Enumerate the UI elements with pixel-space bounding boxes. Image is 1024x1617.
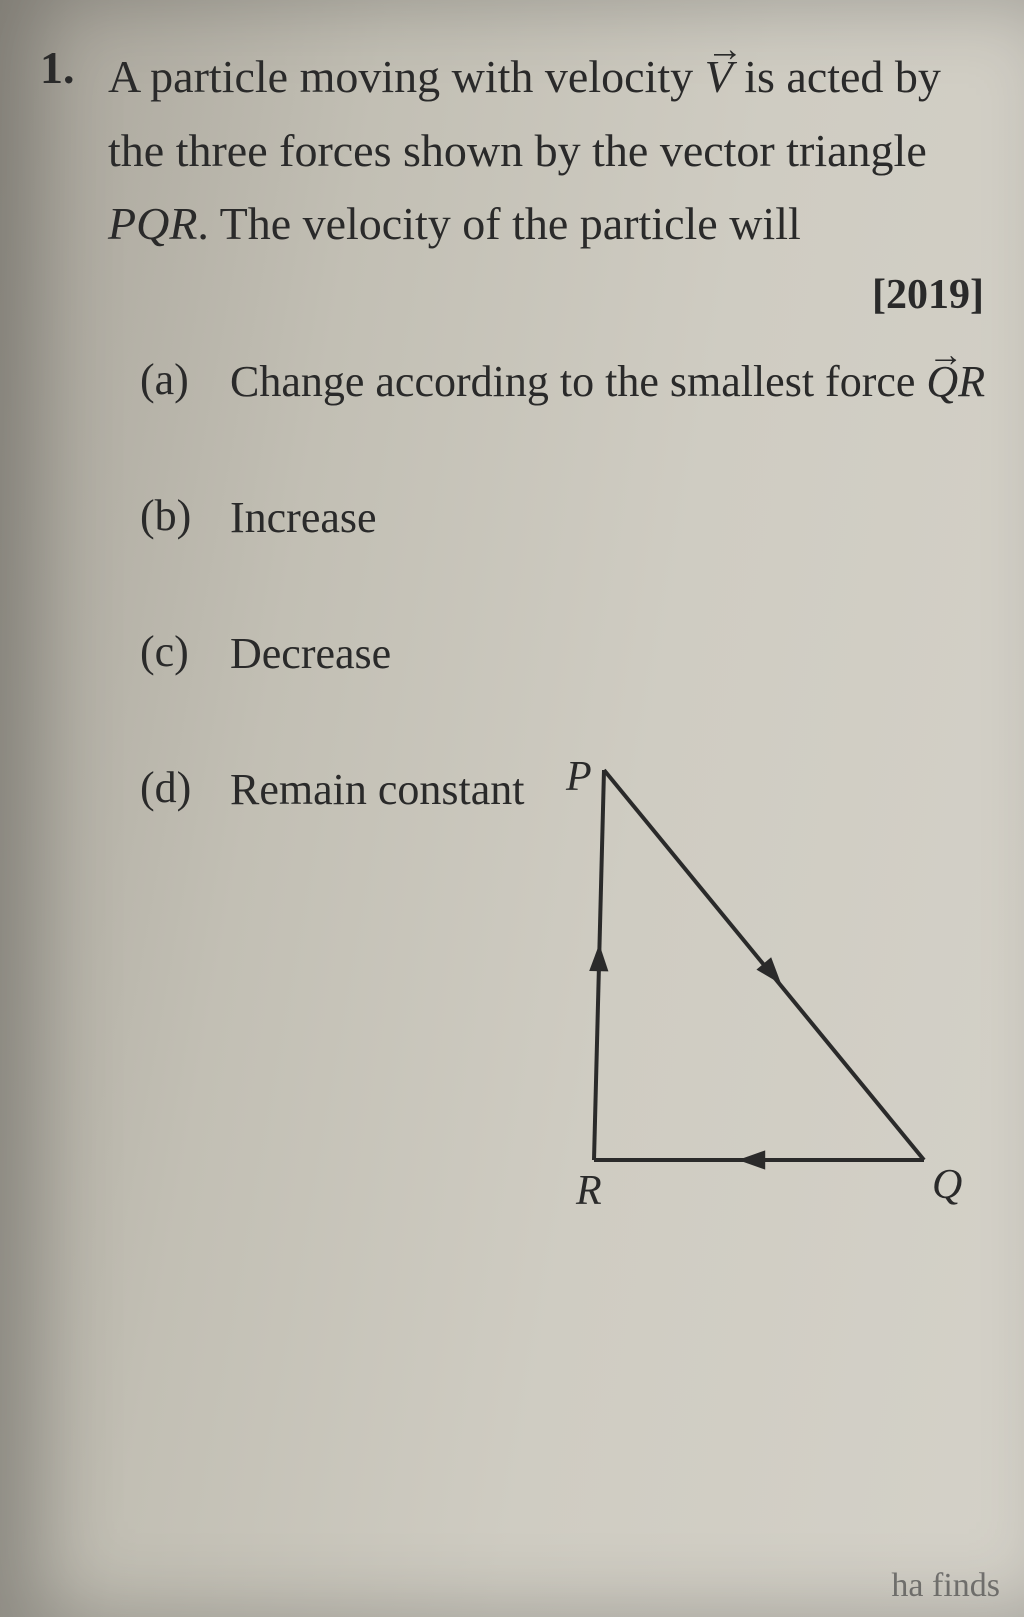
option-a-label: (a) xyxy=(140,349,210,411)
question-number: 1. xyxy=(40,40,90,95)
triangle-name: PQR xyxy=(108,198,197,249)
option-b-text: Increase xyxy=(230,485,377,551)
question-body: A particle moving with velocity V is act… xyxy=(108,40,994,319)
option-c-text: Decrease xyxy=(230,621,391,687)
footer-text: ha finds xyxy=(891,1567,1000,1605)
qtext-p3: . The velocity of the particle will xyxy=(197,198,800,249)
option-d-text: Remain constant xyxy=(230,757,525,823)
velocity-vector: V xyxy=(705,40,733,114)
option-c: (c) Decrease xyxy=(140,621,994,687)
option-c-label: (c) xyxy=(140,621,210,683)
question-text: A particle moving with velocity V is act… xyxy=(108,51,941,249)
year-tag: [2019] xyxy=(108,271,984,319)
option-a-text: Change according to the smallest force Q… xyxy=(230,349,985,415)
option-a-pre: Change according to the smallest force xyxy=(230,357,926,406)
page: 1. A particle moving with velocity V is … xyxy=(0,0,1024,1617)
svg-text:R: R xyxy=(575,1168,602,1214)
option-b: (b) Increase xyxy=(140,485,994,551)
triangle-diagram: P Q R xyxy=(544,740,964,1220)
svg-text:P: P xyxy=(565,754,592,800)
option-b-label: (b) xyxy=(140,485,210,547)
qtext-p1: A particle moving with velocity xyxy=(108,51,705,102)
svg-text:Q: Q xyxy=(932,1162,962,1208)
option-a: (a) Change according to the smallest for… xyxy=(140,349,994,415)
qr-vector: QR xyxy=(926,349,985,415)
question-row: 1. A particle moving with velocity V is … xyxy=(40,40,994,319)
option-d-label: (d) xyxy=(140,757,210,819)
